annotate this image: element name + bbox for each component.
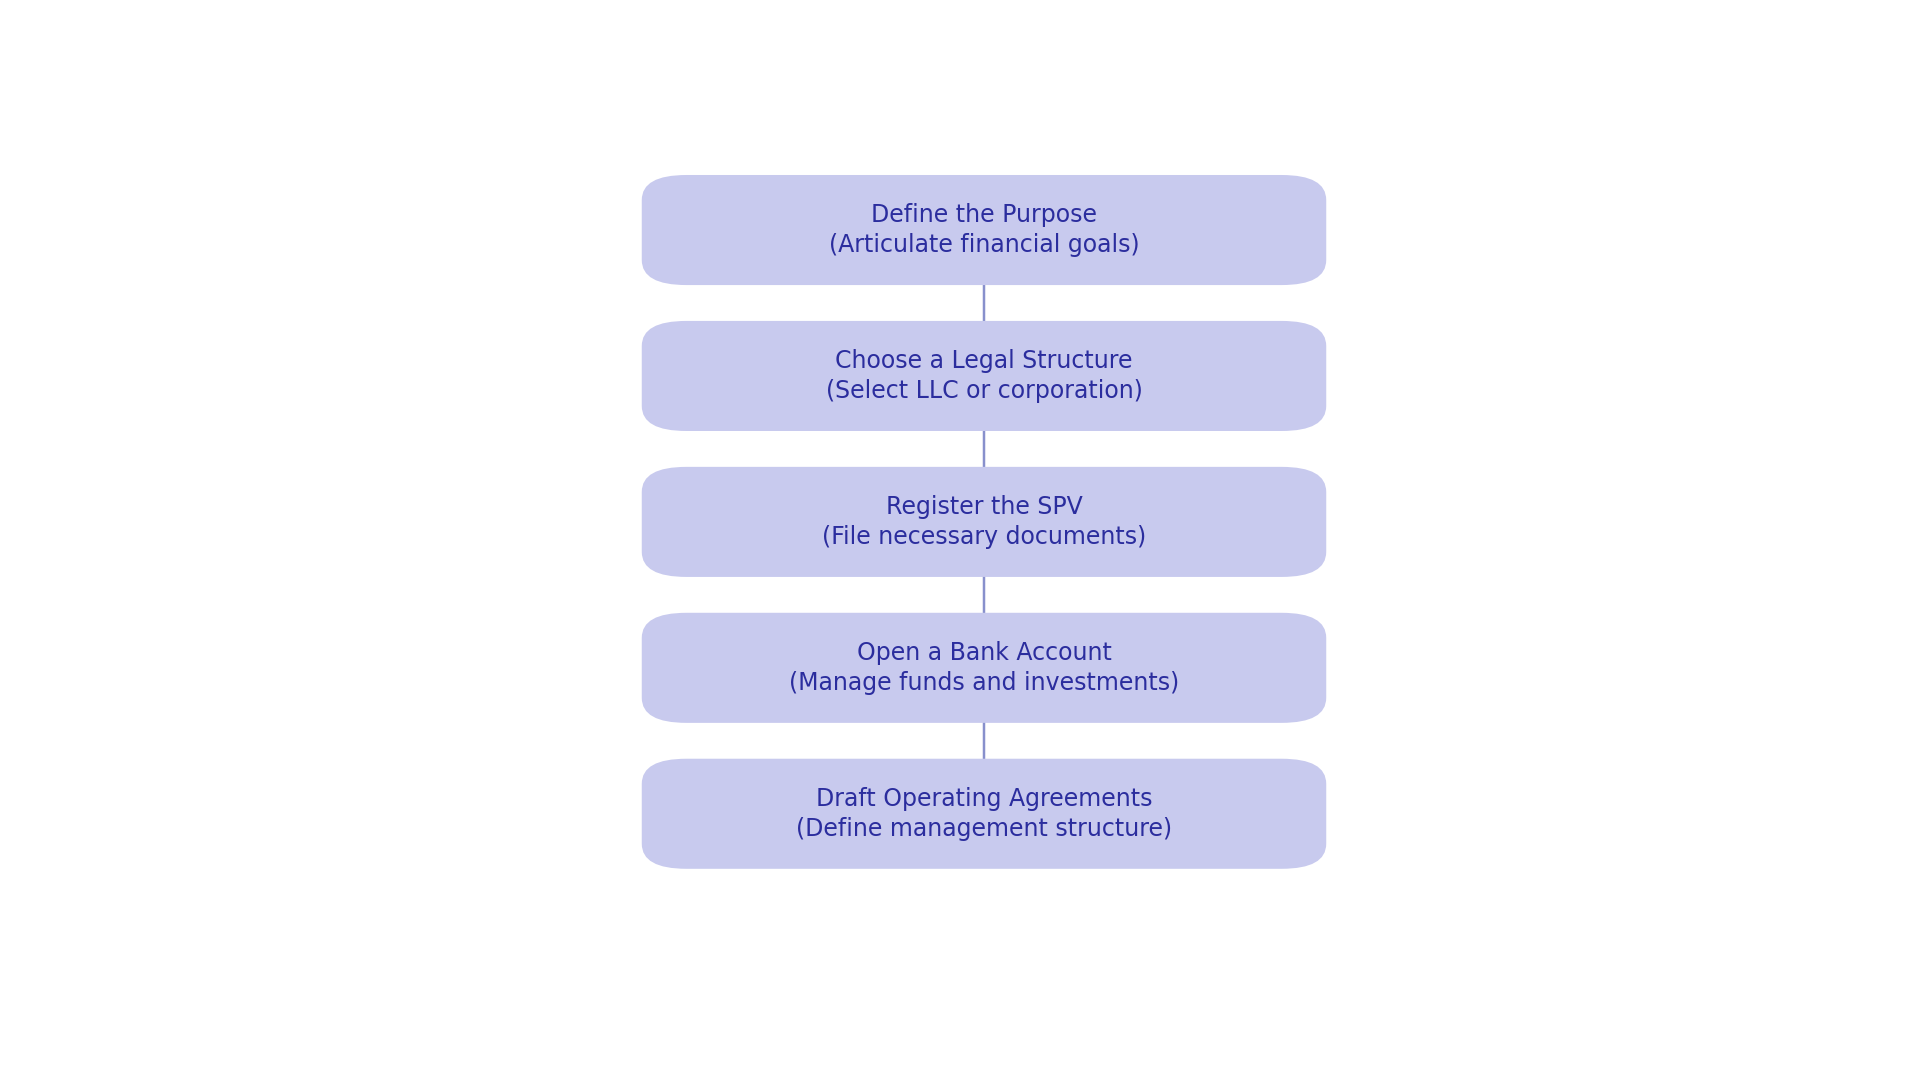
FancyBboxPatch shape [641, 759, 1327, 869]
FancyBboxPatch shape [641, 321, 1327, 431]
Text: Draft Operating Agreements
(Define management structure): Draft Operating Agreements (Define manag… [797, 787, 1171, 840]
Text: Register the SPV
(File necessary documents): Register the SPV (File necessary documen… [822, 495, 1146, 549]
FancyBboxPatch shape [641, 613, 1327, 722]
Text: Open a Bank Account
(Manage funds and investments): Open a Bank Account (Manage funds and in… [789, 641, 1179, 694]
FancyBboxPatch shape [641, 467, 1327, 577]
Text: Choose a Legal Structure
(Select LLC or corporation): Choose a Legal Structure (Select LLC or … [826, 349, 1142, 403]
Text: Define the Purpose
(Articulate financial goals): Define the Purpose (Articulate financial… [829, 204, 1139, 257]
FancyBboxPatch shape [641, 175, 1327, 285]
